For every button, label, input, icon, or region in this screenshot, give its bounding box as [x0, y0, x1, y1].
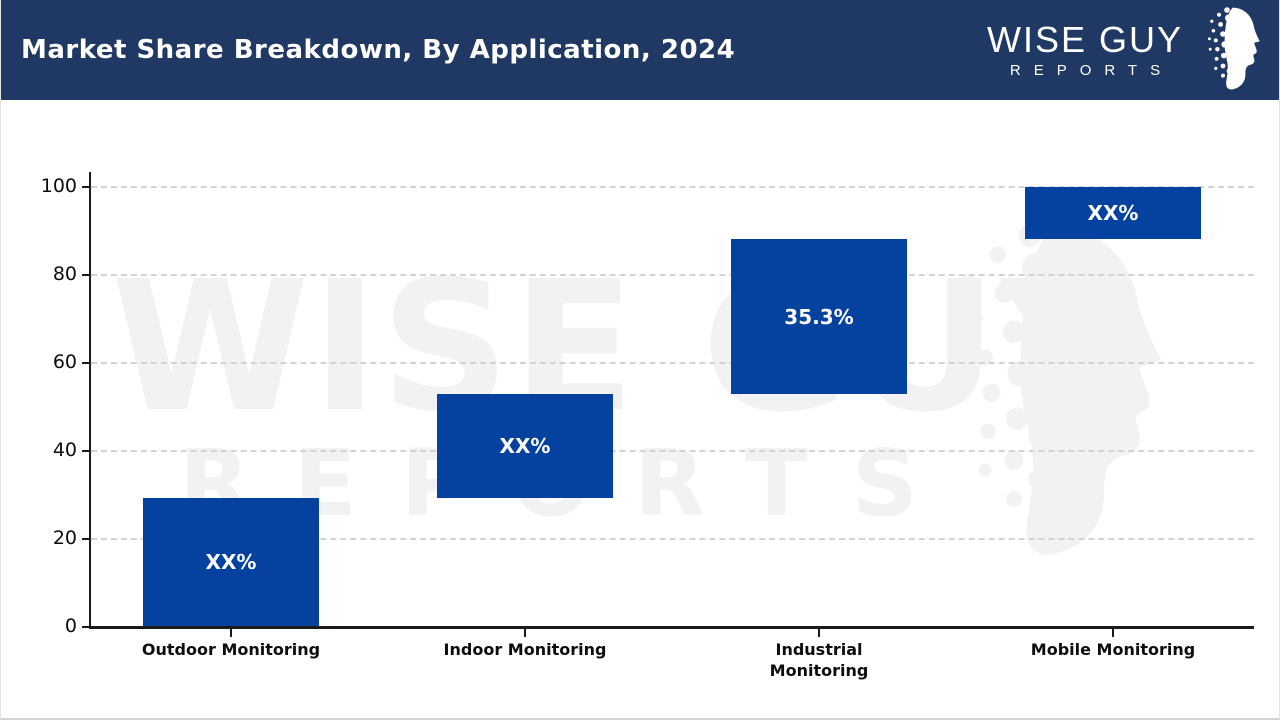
gridline-20: [91, 538, 1254, 540]
x-axis-line: [89, 626, 1254, 629]
gridline-60: [91, 362, 1254, 364]
watermark-head-icon: [953, 224, 1162, 555]
brand-subtitle: REPORTS: [1009, 61, 1174, 79]
x-tick-mark-industrial-monitoring: [818, 629, 820, 637]
y-tick-label-0: 0: [64, 615, 77, 637]
bar-outdoor-monitoring: XX%: [143, 497, 319, 627]
bar-indoor-monitoring: XX%: [437, 394, 613, 498]
brand-name: WISE GUY: [986, 18, 1183, 60]
brand-head-icon: [1207, 7, 1260, 90]
bar-label-outdoor-monitoring: XX%: [205, 550, 257, 575]
brand-logo: WISE GUY REPORTS: [986, 5, 1279, 95]
y-tick-label-60: 60: [52, 351, 77, 373]
x-tick-mark-mobile-monitoring: [1112, 629, 1114, 637]
x-tick-mark-outdoor-monitoring: [230, 629, 232, 637]
y-tick-mark-20: [82, 538, 90, 540]
x-tick-label-indoor-monitoring: Indoor Monitoring: [443, 640, 607, 659]
brand-logo-text: WISE GUY REPORTS: [986, 18, 1183, 79]
y-tick-mark-0: [82, 626, 90, 628]
y-tick-mark-80: [82, 274, 90, 276]
y-tick-mark-100: [82, 186, 90, 188]
x-tick-label-outdoor-monitoring: Outdoor Monitoring: [141, 640, 321, 659]
y-tick-mark-40: [82, 450, 90, 452]
bar-label-industrial-monitoring: 35.3%: [784, 304, 854, 329]
x-tick-label-industrial-monitoring: Industrial Monitoring: [769, 640, 869, 680]
x-tick-mark-indoor-monitoring: [524, 629, 526, 637]
y-tick-label-40: 40: [52, 439, 77, 461]
bar-label-mobile-monitoring: XX%: [1087, 200, 1139, 225]
y-tick-label-80: 80: [52, 263, 77, 285]
y-axis-line: [89, 172, 91, 629]
bar-label-indoor-monitoring: XX%: [499, 433, 551, 458]
bar-mobile-monitoring: XX%: [1025, 187, 1201, 239]
page-title: Market Share Breakdown, By Application, …: [21, 35, 736, 65]
x-tick-label-mobile-monitoring: Mobile Monitoring: [1030, 640, 1196, 659]
y-tick-label-20: 20: [52, 527, 77, 549]
y-tick-mark-60: [82, 362, 90, 364]
y-tick-label-100: 100: [40, 175, 77, 197]
bar-industrial-monitoring: 35.3%: [731, 238, 907, 395]
gridline-40: [91, 450, 1254, 452]
gridline-100: [91, 186, 1254, 188]
header: Market Share Breakdown, By Application, …: [1, 0, 1279, 100]
gridline-80: [91, 274, 1254, 276]
